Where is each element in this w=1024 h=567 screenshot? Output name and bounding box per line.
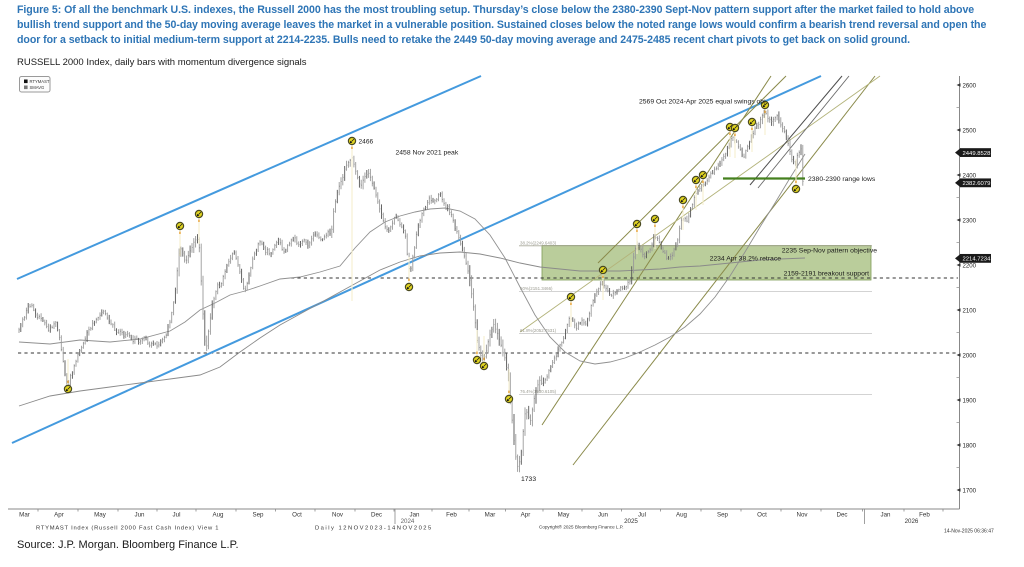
svg-text:2449.8528: 2449.8528 <box>963 151 992 157</box>
svg-text:1800: 1800 <box>963 442 977 449</box>
svg-text:2466: 2466 <box>359 139 374 146</box>
svg-text:2024: 2024 <box>401 518 415 525</box>
svg-text:Jan: Jan <box>410 512 421 519</box>
svg-text:2235 Sep-Nov pattern objective: 2235 Sep-Nov pattern objective <box>782 248 877 255</box>
svg-text:Feb: Feb <box>919 512 930 519</box>
svg-text:Jul: Jul <box>638 512 646 519</box>
svg-text:Apr: Apr <box>54 512 64 519</box>
svg-text:14-Nov-2025 06:36:47: 14-Nov-2025 06:36:47 <box>944 529 994 535</box>
svg-text:2025: 2025 <box>624 518 638 525</box>
svg-text:2100: 2100 <box>963 307 977 314</box>
svg-text:2382.6079: 2382.6079 <box>963 181 991 187</box>
svg-text:2458 Nov 2021 peak: 2458 Nov 2021 peak <box>396 150 459 157</box>
svg-text:May: May <box>558 512 571 519</box>
svg-text:2234 Apr 38.2% retrace: 2234 Apr 38.2% retrace <box>710 256 782 263</box>
svg-text:2569 Oct 2024-Apr 2025 equal s: 2569 Oct 2024-Apr 2025 equal swings obj <box>639 99 766 106</box>
svg-text:Jul: Jul <box>173 512 181 519</box>
svg-text:Sep: Sep <box>252 512 264 519</box>
svg-text:Apr: Apr <box>521 512 531 519</box>
svg-text:Nov: Nov <box>332 512 344 519</box>
svg-text:Nov: Nov <box>796 512 808 519</box>
svg-text:RTYMAST Index (Russell 2000 Fa: RTYMAST Index (Russell 2000 Fast Cash In… <box>36 526 219 532</box>
svg-text:Jun: Jun <box>135 512 146 519</box>
svg-text:Sep: Sep <box>717 512 729 519</box>
svg-text:Dec: Dec <box>371 512 382 519</box>
svg-text:2000: 2000 <box>963 352 977 359</box>
svg-text:2500: 2500 <box>963 127 977 134</box>
svg-text:38.2%(2249.6403): 38.2%(2249.6403) <box>520 241 557 246</box>
svg-text:2600: 2600 <box>963 82 977 89</box>
svg-text:Mar: Mar <box>485 512 496 519</box>
svg-text:1900: 1900 <box>963 397 977 404</box>
svg-text:2026: 2026 <box>905 518 919 525</box>
svg-text:1733: 1733 <box>521 476 536 483</box>
svg-text:2400: 2400 <box>963 172 977 179</box>
svg-text:Oct: Oct <box>757 512 767 519</box>
svg-text:Oct: Oct <box>292 512 302 519</box>
svg-text:Jan: Jan <box>881 512 892 519</box>
svg-text:RTYMAST: RTYMAST <box>30 79 50 84</box>
svg-text:2200: 2200 <box>963 262 977 269</box>
svg-text:Jun: Jun <box>598 512 609 519</box>
svg-text:Aug: Aug <box>676 512 688 519</box>
svg-text:2159-2191 breakout support: 2159-2191 breakout support <box>784 271 870 278</box>
svg-text:76.4%(1930.6105): 76.4%(1930.6105) <box>520 389 557 394</box>
svg-text:1700: 1700 <box>963 487 977 494</box>
svg-text:Copyright® 2025 Bloomberg Fina: Copyright® 2025 Bloomberg Finance L.P. <box>539 524 624 530</box>
svg-text:Aug: Aug <box>212 512 224 519</box>
svg-text:2214.7234: 2214.7234 <box>963 257 992 263</box>
svg-text:2380-2390 range lows: 2380-2390 range lows <box>808 176 876 183</box>
svg-text:May: May <box>94 512 107 519</box>
svg-text:Daily 12NOV2023-14NOV2025: Daily 12NOV2023-14NOV2025 <box>315 526 433 532</box>
svg-text:61.8%(2052.7531): 61.8%(2052.7531) <box>520 328 557 333</box>
svg-text:SMAVG: SMAVG <box>30 85 45 90</box>
svg-text:2300: 2300 <box>963 217 977 224</box>
svg-text:Dec: Dec <box>836 512 847 519</box>
svg-text:50%(2151.3466): 50%(2151.3466) <box>520 286 553 291</box>
svg-text:Feb: Feb <box>446 512 457 519</box>
svg-text:Mar: Mar <box>19 512 30 519</box>
